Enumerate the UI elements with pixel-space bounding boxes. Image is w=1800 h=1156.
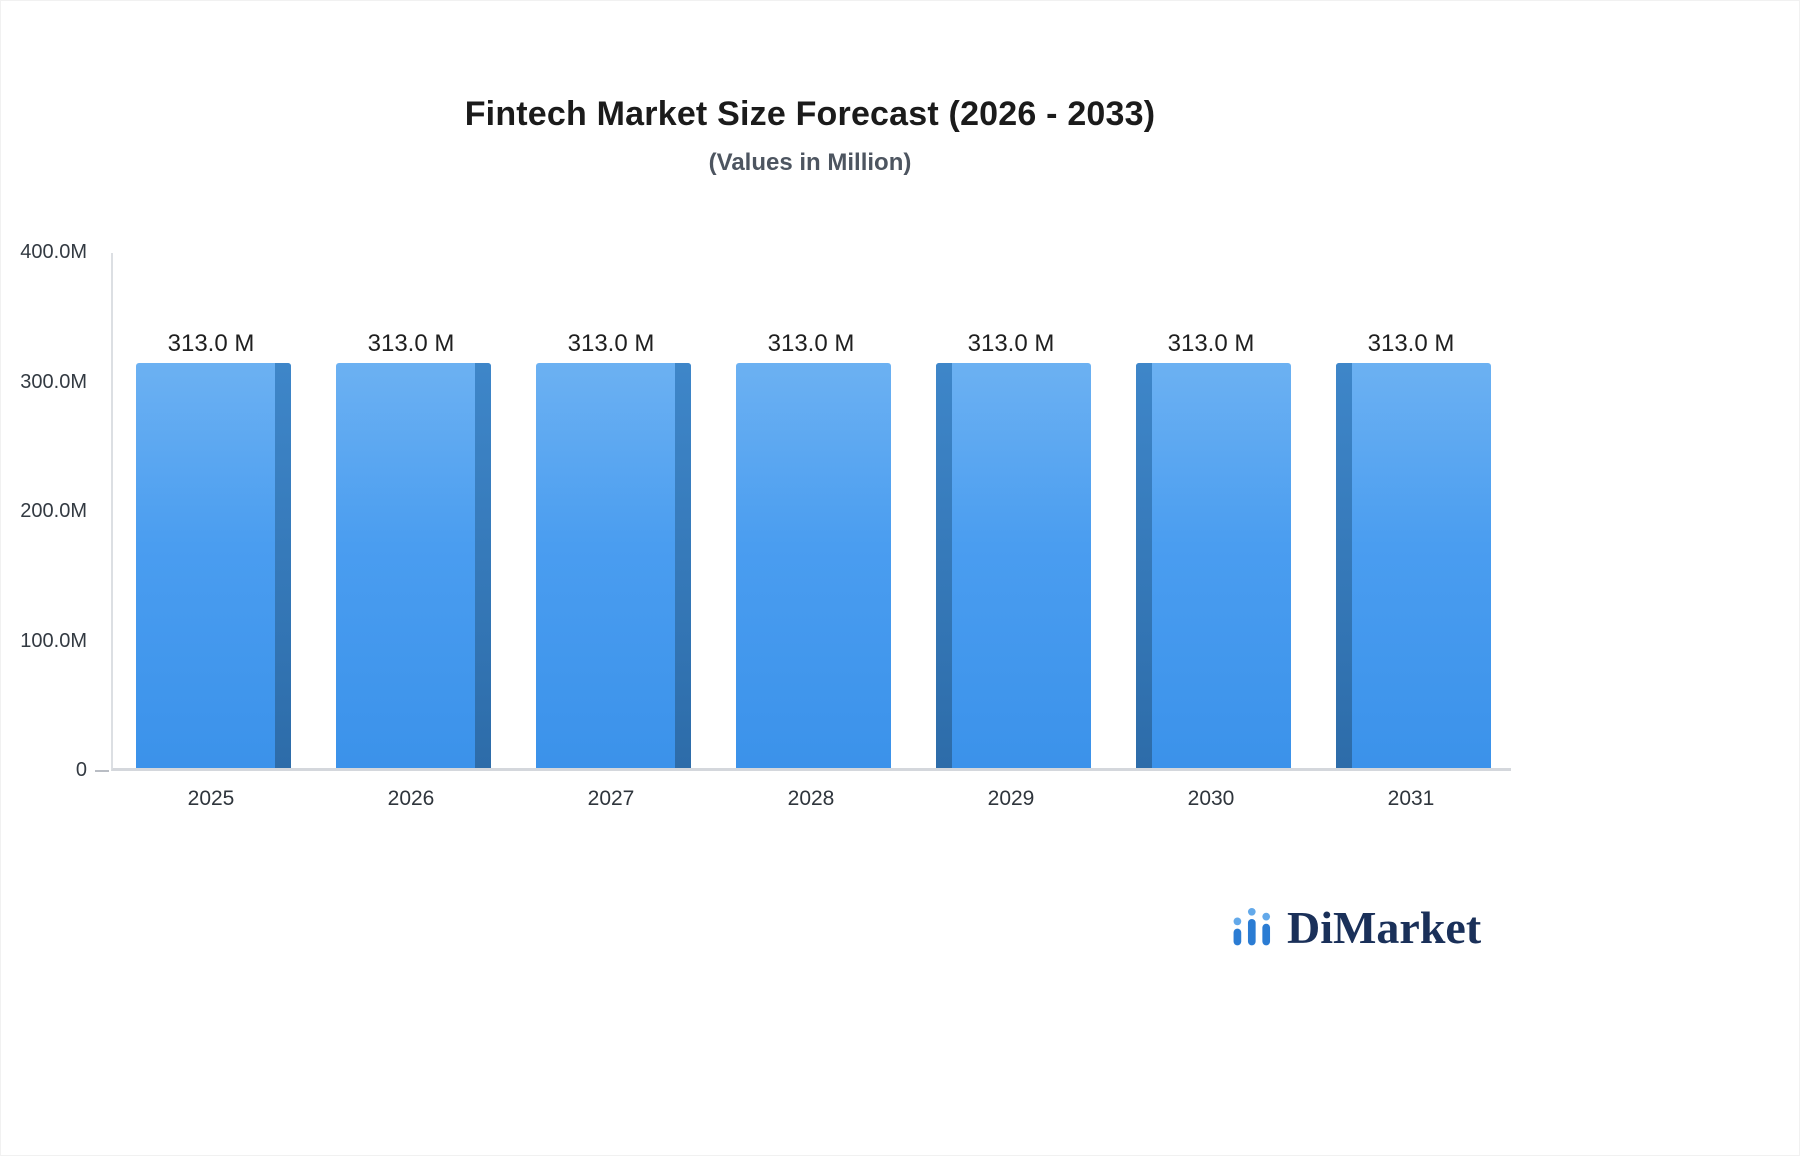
x-tick-label-2028: 2028 (787, 787, 835, 810)
bar-value-label: 313.0 M (367, 329, 455, 357)
bar-value-label: 313.0 M (167, 329, 255, 357)
bar-2026 (335, 362, 491, 768)
x-tick-label-2026: 2026 (387, 787, 435, 810)
y-tick-label: 300.0M (20, 370, 87, 393)
x-tick-label-2029: 2029 (987, 787, 1035, 810)
x-tick-label-2027: 2027 (587, 787, 635, 810)
chart-title: Fintech Market Size Forecast (2026 - 203… (464, 95, 1156, 133)
bar-value-label: 313.0 M (967, 329, 1055, 357)
bar-value-label: 313.0 M (1167, 329, 1255, 357)
bar-shadow-edge (935, 362, 952, 768)
bar-value-label: 313.0 M (767, 329, 855, 357)
logo-text: DiMarket (1287, 901, 1482, 953)
plot-area (111, 253, 1511, 771)
bar-2025 (135, 362, 291, 768)
bar-2028 (735, 362, 891, 768)
bar-shadow-edge (674, 362, 691, 768)
bar-2029 (935, 362, 1091, 768)
bar-value-label: 313.0 M (567, 329, 655, 357)
bar-value-label: 313.0 M (1367, 329, 1455, 357)
zero-tick-mark (95, 770, 109, 772)
y-tick-label: 0 (75, 759, 87, 781)
logo: DiMarket (1229, 901, 1481, 954)
y-tick-label: 200.0M (20, 500, 87, 522)
y-tick-label: 400.0M (20, 241, 87, 263)
bar-shadow-edge (1335, 362, 1352, 768)
bar-shadow-edge (1135, 362, 1152, 768)
bar-2030 (1135, 362, 1291, 768)
x-tick-label-2031: 2031 (1387, 787, 1435, 810)
x-tick-label-2025: 2025 (187, 787, 235, 810)
bar-2031 (1335, 362, 1491, 768)
bar-shadow-edge (474, 362, 491, 768)
x-tick-label-2030: 2030 (1187, 787, 1235, 810)
bar-shadow-edge (274, 362, 291, 768)
bar-2027 (535, 362, 691, 768)
chart-subtitle: (Values in Million) (708, 149, 912, 176)
bar-chart-icon (1229, 901, 1277, 954)
y-tick-label: 100.0M (20, 629, 87, 652)
